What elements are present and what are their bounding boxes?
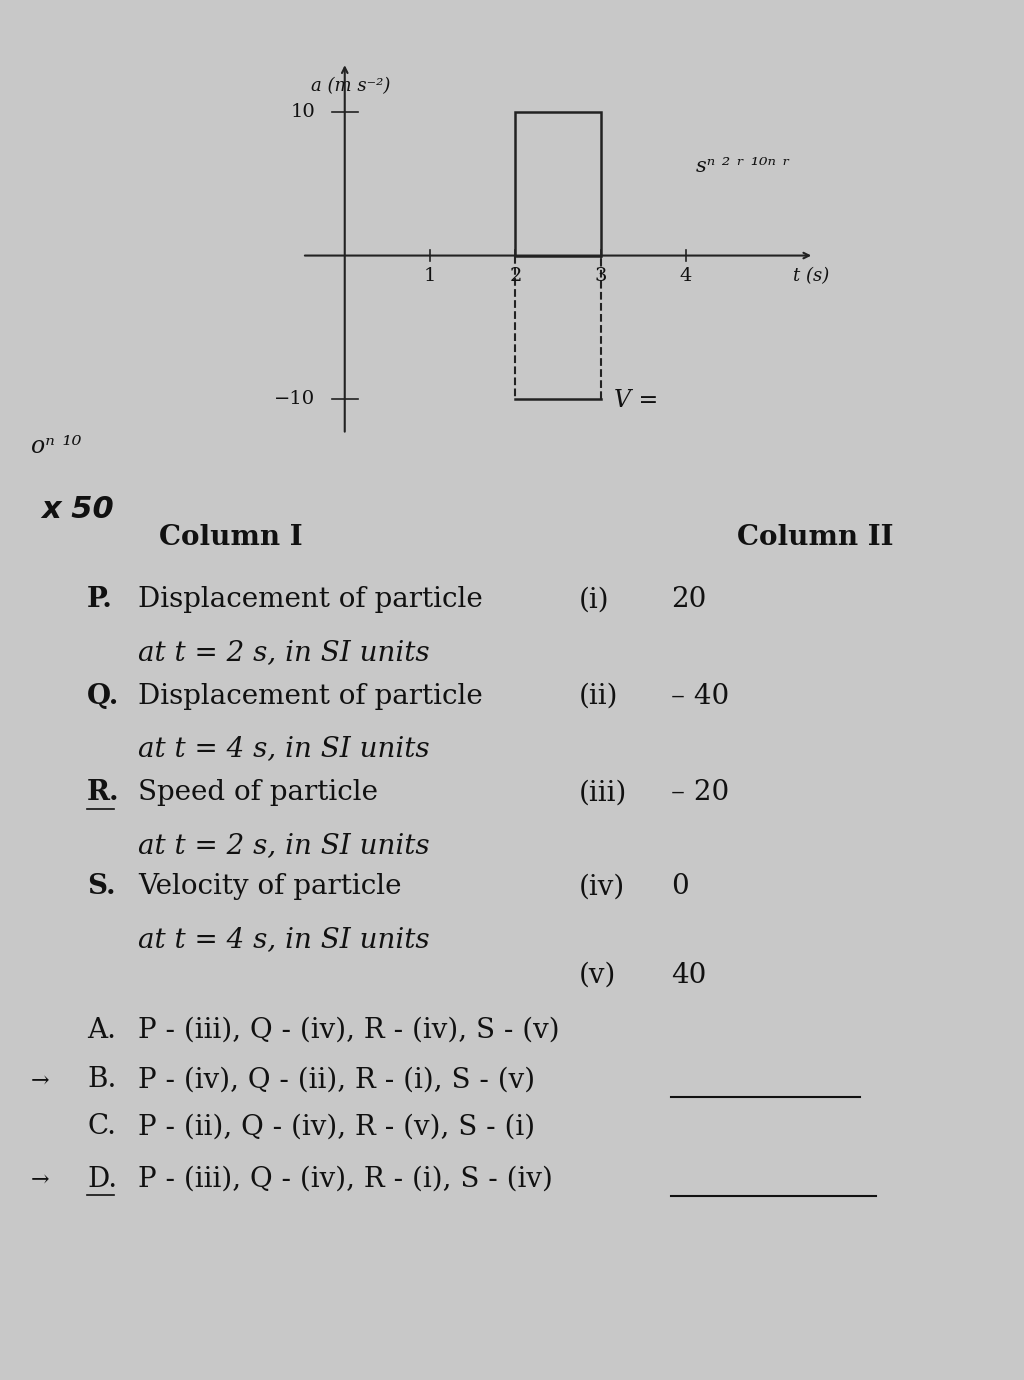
Text: A.: A. <box>87 1017 116 1043</box>
Text: 2: 2 <box>509 268 521 286</box>
Text: – 40: – 40 <box>671 683 729 709</box>
Text: (iv): (iv) <box>579 874 625 900</box>
Text: C.: C. <box>87 1114 116 1140</box>
Text: 40: 40 <box>671 962 707 988</box>
Text: Q.: Q. <box>87 683 120 709</box>
Text: V =: V = <box>614 389 658 413</box>
Text: at t = 4 s, in SI units: at t = 4 s, in SI units <box>138 926 430 952</box>
Text: Column II: Column II <box>737 524 894 551</box>
Text: at t = 4 s, in SI units: at t = 4 s, in SI units <box>138 736 430 762</box>
Text: →: → <box>31 1170 49 1192</box>
Text: 20: 20 <box>671 586 707 613</box>
Text: Velocity of particle: Velocity of particle <box>138 874 401 900</box>
Text: R.: R. <box>87 780 120 806</box>
Text: 4: 4 <box>680 268 692 286</box>
Text: Displacement of particle: Displacement of particle <box>138 683 483 709</box>
Text: P - (ii), Q - (iv), R - (v), S - (i): P - (ii), Q - (iv), R - (v), S - (i) <box>138 1114 536 1140</box>
Text: →: → <box>31 1071 49 1093</box>
Text: (ii): (ii) <box>579 683 618 709</box>
Bar <box>515 112 601 255</box>
Text: x 50: x 50 <box>41 494 114 523</box>
Text: at t = 2 s, in SI units: at t = 2 s, in SI units <box>138 639 430 665</box>
Text: Speed of particle: Speed of particle <box>138 780 378 806</box>
Text: D.: D. <box>87 1166 117 1192</box>
Text: Displacement of particle: Displacement of particle <box>138 586 483 613</box>
Text: a (m s⁻²): a (m s⁻²) <box>310 77 390 95</box>
Text: P - (iv), Q - (ii), R - (i), S - (v): P - (iv), Q - (ii), R - (i), S - (v) <box>138 1067 536 1093</box>
Text: B.: B. <box>87 1067 117 1093</box>
Text: (iii): (iii) <box>579 780 627 806</box>
Text: at t = 2 s, in SI units: at t = 2 s, in SI units <box>138 832 430 858</box>
Text: S.: S. <box>87 874 116 900</box>
Text: −10: −10 <box>273 389 315 407</box>
Text: sⁿ ² ʳ ¹⁰ⁿ ʳ: sⁿ ² ʳ ¹⁰ⁿ ʳ <box>696 157 791 177</box>
Text: 1: 1 <box>424 268 436 286</box>
Text: P.: P. <box>87 586 113 613</box>
Text: P - (iii), Q - (iv), R - (iv), S - (v): P - (iii), Q - (iv), R - (iv), S - (v) <box>138 1017 560 1043</box>
Text: (i): (i) <box>579 586 609 613</box>
Text: Column I: Column I <box>159 524 302 551</box>
Text: 3: 3 <box>595 268 607 286</box>
Text: – 20: – 20 <box>671 780 729 806</box>
Text: 0: 0 <box>671 874 688 900</box>
Text: t (s): t (s) <box>793 268 829 286</box>
Text: oⁿ ¹⁰: oⁿ ¹⁰ <box>31 435 81 458</box>
Text: (v): (v) <box>579 962 615 988</box>
Text: P - (iii), Q - (iv), R - (i), S - (iv): P - (iii), Q - (iv), R - (i), S - (iv) <box>138 1166 553 1192</box>
Text: 10: 10 <box>290 104 315 121</box>
